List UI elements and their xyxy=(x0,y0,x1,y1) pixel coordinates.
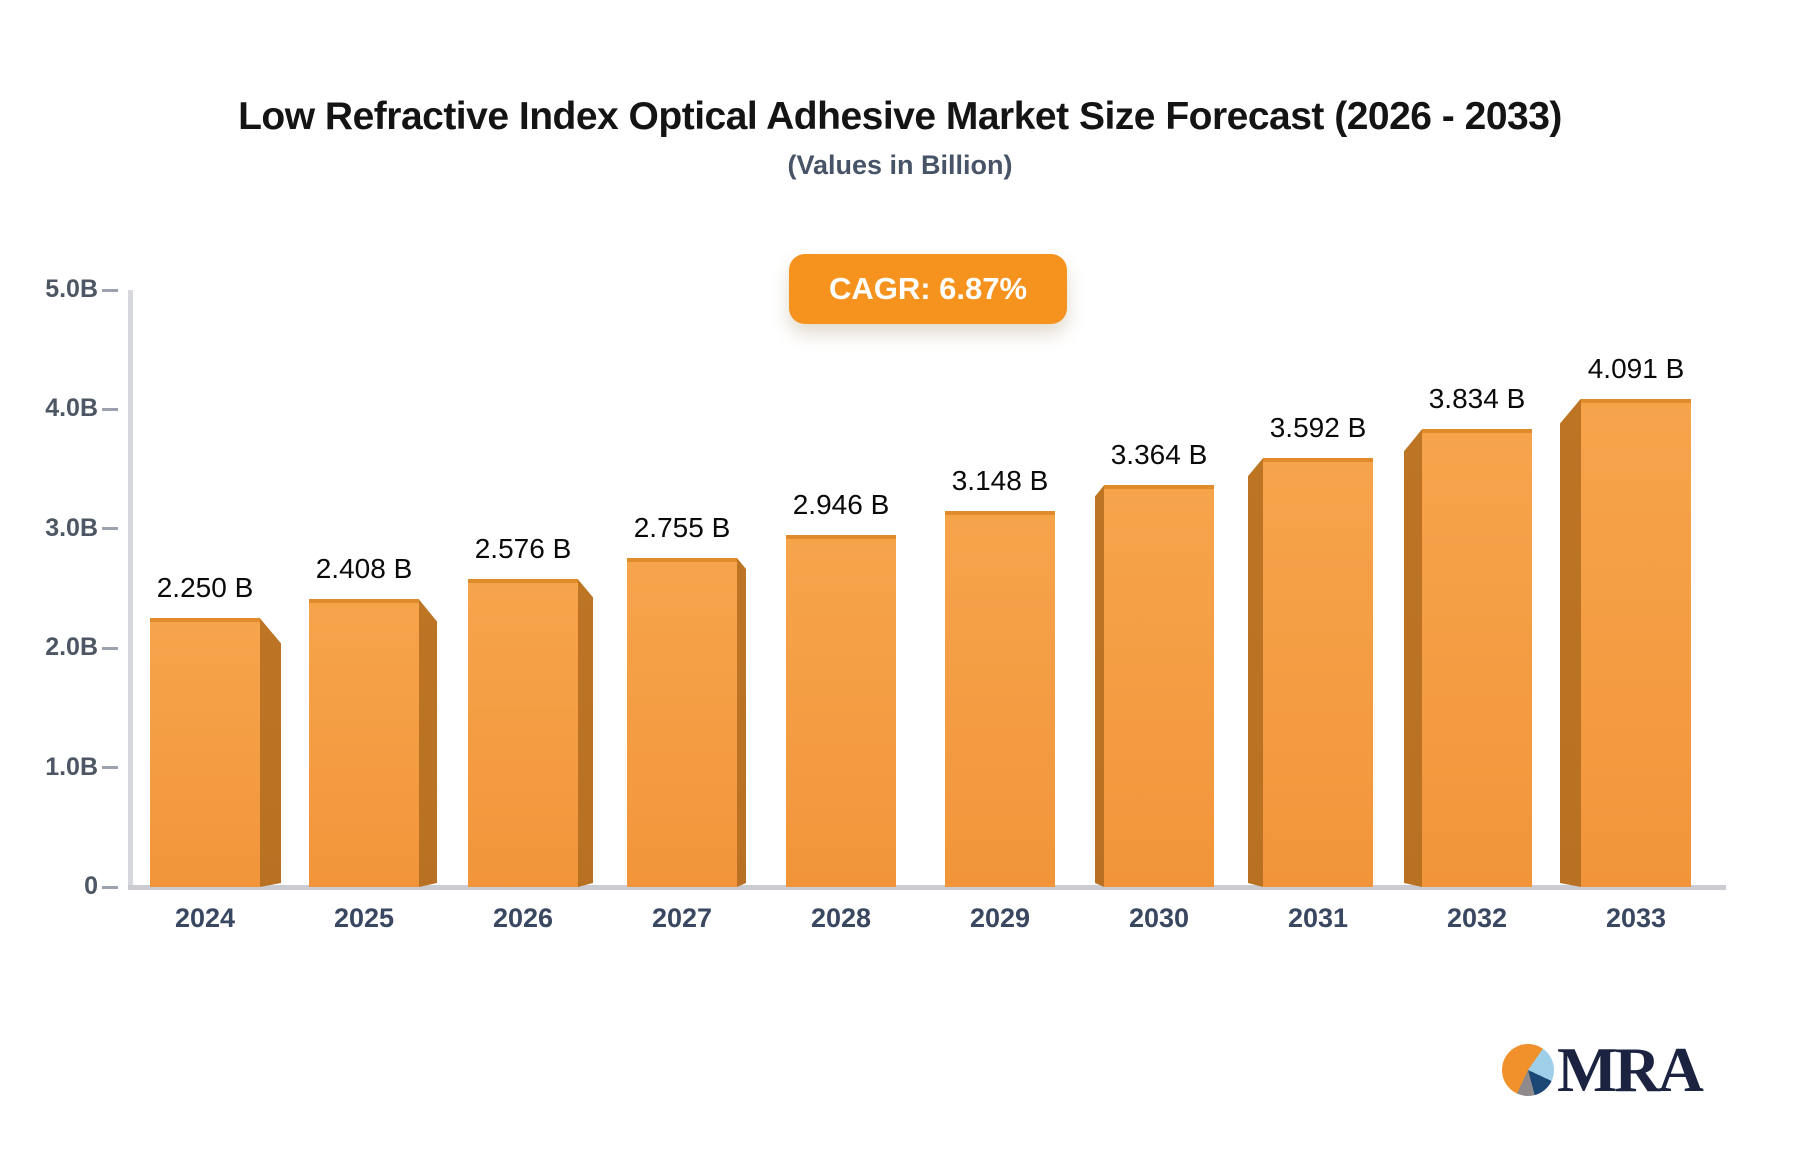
x-axis-label-2029: 2029 xyxy=(969,903,1031,933)
x-axis-label-2033: 2033 xyxy=(1605,903,1667,933)
bar-2027 xyxy=(627,558,737,887)
bar-value-label: 2.946 B xyxy=(792,489,890,521)
bar-2032 xyxy=(1422,429,1532,887)
y-tick-dash xyxy=(102,527,118,531)
logo-text: MRA xyxy=(1557,1034,1704,1105)
bar-2033 xyxy=(1581,398,1691,887)
bar-3d-side xyxy=(260,618,281,887)
y-tick-label: 1.0B xyxy=(45,752,98,781)
bar-2025 xyxy=(309,599,419,887)
bar-2031 xyxy=(1263,458,1373,887)
bar-value-label: 2.755 B xyxy=(633,512,731,544)
bar-2029 xyxy=(945,511,1055,887)
bar-value-label: 3.834 B xyxy=(1428,383,1526,415)
cagr-badge: CAGR: 6.87% xyxy=(789,254,1067,324)
chart-subtitle: (Values in Billion) xyxy=(787,150,1013,180)
bar-2028 xyxy=(786,535,896,887)
bar-3d-side xyxy=(1248,458,1263,887)
y-axis-line xyxy=(128,290,133,887)
y-tick-dash xyxy=(102,646,118,650)
bar-value-label: 2.576 B xyxy=(474,533,572,565)
bar-2030 xyxy=(1104,485,1214,887)
bar-3d-side xyxy=(578,579,593,887)
y-tick-label: 2.0B xyxy=(45,633,98,662)
bar-value-label: 3.592 B xyxy=(1269,412,1367,444)
x-axis-label-2027: 2027 xyxy=(651,903,713,933)
x-axis-label-2032: 2032 xyxy=(1446,903,1508,933)
mra-logo: MRA xyxy=(1502,1034,1704,1105)
x-axis-label-2028: 2028 xyxy=(810,903,872,933)
bar-3d-side xyxy=(737,558,746,887)
y-tick-label: 0 xyxy=(84,872,98,900)
pie-chart-logo-icon xyxy=(1502,1044,1554,1096)
bar-value-label: 4.091 B xyxy=(1587,352,1685,384)
x-axis-label-2026: 2026 xyxy=(492,903,554,933)
x-axis-baseline xyxy=(128,885,1726,890)
y-tick-label: 4.0B xyxy=(45,394,98,423)
y-tick-label: 5.0B xyxy=(45,275,98,303)
bar-2026 xyxy=(468,579,578,887)
x-axis-label-2025: 2025 xyxy=(333,903,395,933)
chart-title: Low Refractive Index Optical Adhesive Ma… xyxy=(238,95,1562,138)
x-axis-label-2030: 2030 xyxy=(1128,903,1190,933)
x-axis-label-2031: 2031 xyxy=(1287,903,1349,933)
bar-3d-side xyxy=(1404,429,1422,887)
bar-value-label: 3.364 B xyxy=(1110,439,1208,471)
bar-2024 xyxy=(150,618,260,887)
bar-value-label: 2.250 B xyxy=(156,572,254,604)
bar-value-label: 3.148 B xyxy=(951,465,1049,497)
bar-3d-side xyxy=(1560,399,1581,887)
y-tick-dash xyxy=(102,407,118,411)
bar-3d-side xyxy=(419,599,437,887)
x-axis-label-2024: 2024 xyxy=(174,903,236,933)
y-tick-dash xyxy=(102,885,118,889)
y-tick-dash xyxy=(102,288,118,292)
bar-value-label: 2.408 B xyxy=(315,553,413,585)
bar-3d-side xyxy=(1095,485,1104,887)
y-tick-label: 3.0B xyxy=(45,513,98,542)
y-tick-dash xyxy=(102,766,118,770)
cagr-badge-label: CAGR: 6.87% xyxy=(828,271,1028,306)
